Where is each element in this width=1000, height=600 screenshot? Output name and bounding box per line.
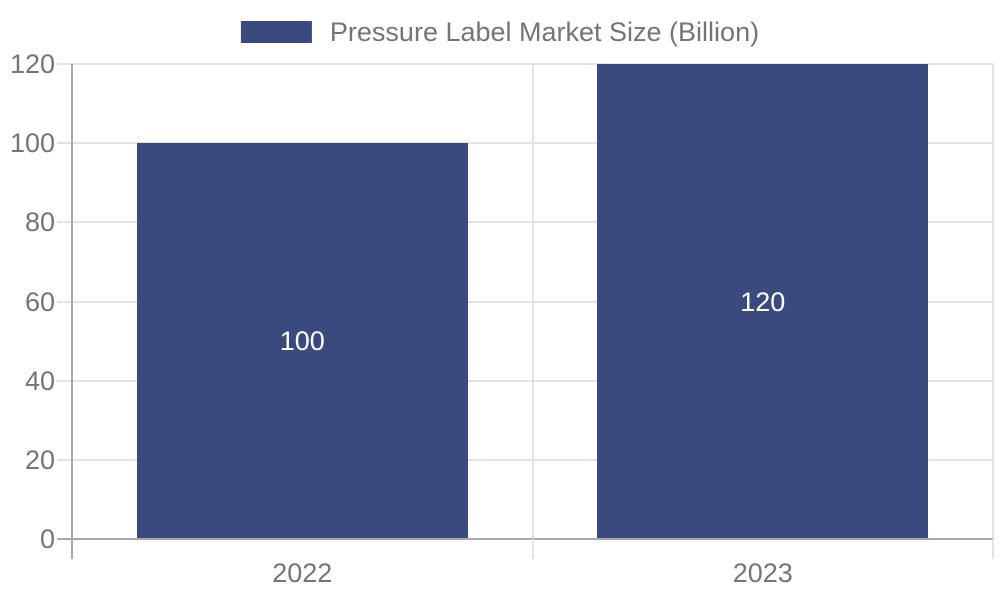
y-tick-label: 0 xyxy=(39,524,55,554)
bar-value-label: 100 xyxy=(279,326,325,357)
y-tick-label: 60 xyxy=(24,286,55,317)
gridline-horizontal xyxy=(57,300,993,303)
gridline-horizontal xyxy=(57,63,993,65)
x-axis-line xyxy=(57,538,993,540)
gridline-horizontal xyxy=(57,221,993,224)
y-axis-line xyxy=(71,64,73,559)
legend-label: Pressure Label Market Size (Billion) xyxy=(329,17,760,47)
legend-swatch xyxy=(240,21,312,43)
bar-2023 xyxy=(597,64,929,539)
gridline-horizontal xyxy=(57,458,993,461)
y-tick-label: 100 xyxy=(9,128,55,159)
y-tick-label: 40 xyxy=(24,365,55,396)
gridline-vertical xyxy=(531,64,534,539)
y-tick-label: 20 xyxy=(24,444,55,475)
gridline-horizontal xyxy=(57,379,993,382)
x-tick-mark xyxy=(992,539,994,559)
x-tick-mark xyxy=(531,539,534,559)
x-tick-label: 2023 xyxy=(732,558,793,588)
gridline-horizontal xyxy=(57,142,993,145)
bar-value-label: 120 xyxy=(740,286,786,317)
y-tick-label: 120 xyxy=(9,49,55,79)
x-tick-label: 2022 xyxy=(272,558,333,588)
bar-2022 xyxy=(136,143,468,539)
chart-legend: Pressure Label Market Size (Billion) xyxy=(240,16,760,48)
y-tick-label: 80 xyxy=(24,207,55,238)
gridline-vertical xyxy=(992,64,994,539)
